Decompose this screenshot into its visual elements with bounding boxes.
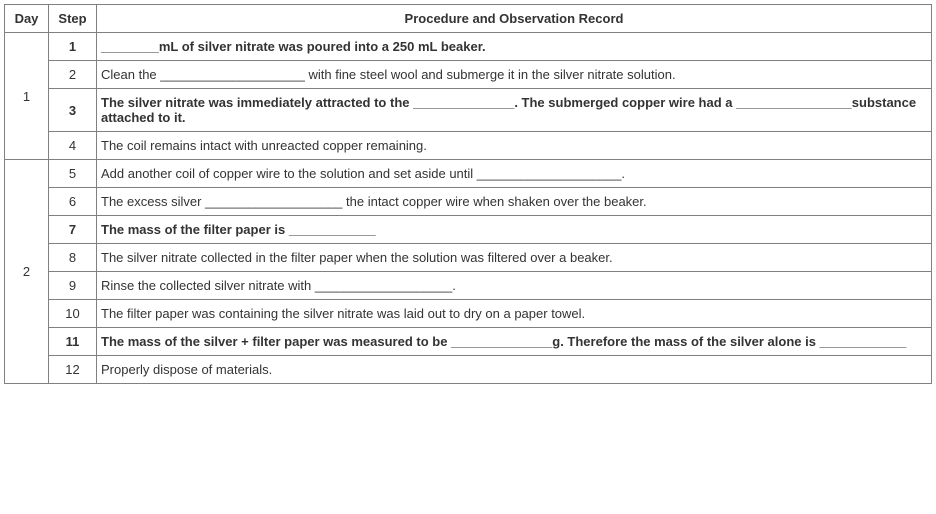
step-text: The mass of the silver + filter paper wa… <box>97 328 932 356</box>
day-cell: 2 <box>5 160 49 384</box>
table-header-row: Day Step Procedure and Observation Recor… <box>5 5 932 33</box>
table-row: 10 The filter paper was containing the s… <box>5 300 932 328</box>
table-row: 3 The silver nitrate was immediately att… <box>5 89 932 132</box>
table-row: 8 The silver nitrate collected in the fi… <box>5 244 932 272</box>
step-number: 6 <box>49 188 97 216</box>
step-text: Rinse the collected silver nitrate with … <box>97 272 932 300</box>
table-row: 2 5 Add another coil of copper wire to t… <box>5 160 932 188</box>
step-text: The silver nitrate collected in the filt… <box>97 244 932 272</box>
step-number: 8 <box>49 244 97 272</box>
table-row: 12 Properly dispose of materials. <box>5 356 932 384</box>
header-step: Step <box>49 5 97 33</box>
step-number: 11 <box>49 328 97 356</box>
step-text: The filter paper was containing the silv… <box>97 300 932 328</box>
step-number: 3 <box>49 89 97 132</box>
step-text: The mass of the filter paper is ________… <box>97 216 932 244</box>
step-number: 1 <box>49 33 97 61</box>
step-text: The silver nitrate was immediately attra… <box>97 89 932 132</box>
step-number: 7 <box>49 216 97 244</box>
header-day: Day <box>5 5 49 33</box>
step-text: The coil remains intact with unreacted c… <box>97 132 932 160</box>
step-text: Add another coil of copper wire to the s… <box>97 160 932 188</box>
table-row: 6 The excess silver ___________________ … <box>5 188 932 216</box>
step-text: Properly dispose of materials. <box>97 356 932 384</box>
table-row: 11 The mass of the silver + filter paper… <box>5 328 932 356</box>
step-text: The excess silver ___________________ th… <box>97 188 932 216</box>
step-text: ________mL of silver nitrate was poured … <box>97 33 932 61</box>
step-number: 4 <box>49 132 97 160</box>
step-number: 10 <box>49 300 97 328</box>
procedure-table: Day Step Procedure and Observation Recor… <box>4 4 932 384</box>
step-number: 5 <box>49 160 97 188</box>
table-row: 9 Rinse the collected silver nitrate wit… <box>5 272 932 300</box>
table-row: 4 The coil remains intact with unreacted… <box>5 132 932 160</box>
step-text: Clean the ____________________ with fine… <box>97 61 932 89</box>
table-row: 1 1 ________mL of silver nitrate was pou… <box>5 33 932 61</box>
table-row: 2 Clean the ____________________ with fi… <box>5 61 932 89</box>
table-row: 7 The mass of the filter paper is ______… <box>5 216 932 244</box>
step-number: 9 <box>49 272 97 300</box>
day-cell: 1 <box>5 33 49 160</box>
header-procedure: Procedure and Observation Record <box>97 5 932 33</box>
step-number: 2 <box>49 61 97 89</box>
step-number: 12 <box>49 356 97 384</box>
